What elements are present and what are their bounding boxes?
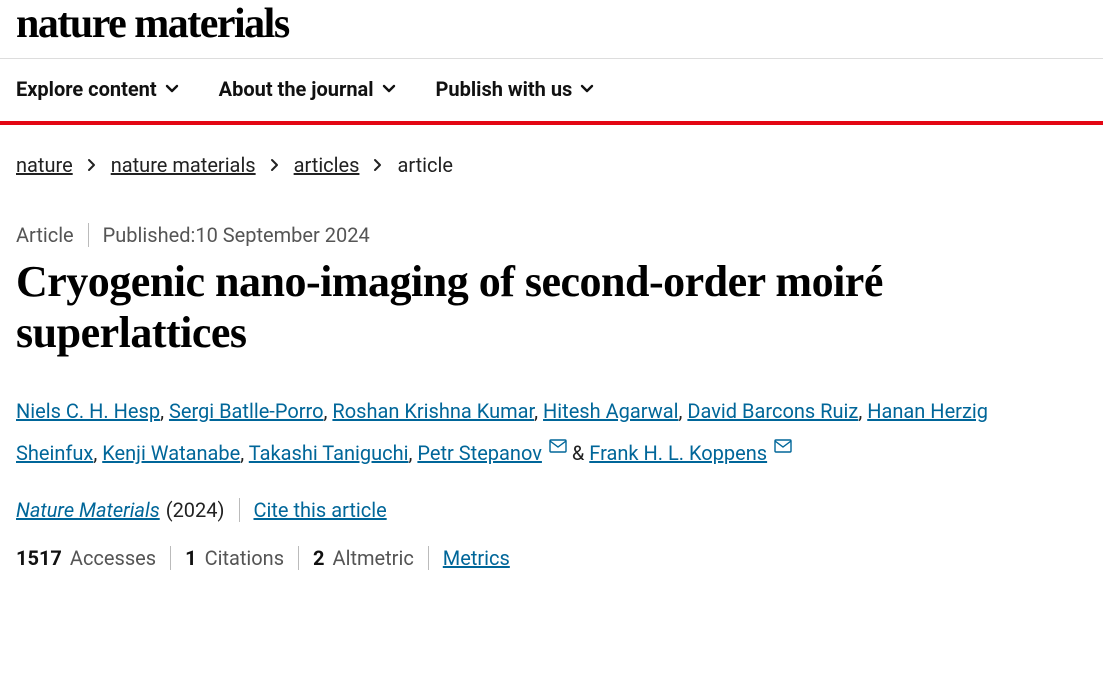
chevron-right-icon bbox=[87, 158, 97, 172]
divider bbox=[428, 546, 429, 570]
nav-item-label: Publish with us bbox=[436, 77, 573, 101]
nav-publish-with-us[interactable]: Publish with us bbox=[436, 77, 595, 101]
author-list: Niels C. H. Hesp, Sergi Batlle-Porro, Ro… bbox=[0, 368, 1080, 474]
metrics-link[interactable]: Metrics bbox=[443, 546, 510, 570]
chevron-right-icon bbox=[373, 158, 383, 172]
chevron-right-icon bbox=[270, 158, 280, 172]
accesses-label: Accesses bbox=[70, 546, 156, 570]
published-label: Published: bbox=[103, 223, 196, 247]
altmetric-label: Altmetric bbox=[333, 546, 414, 570]
mail-icon[interactable] bbox=[549, 439, 567, 453]
citations-label: Citations bbox=[205, 546, 284, 570]
author-link[interactable]: Hitesh Agarwal bbox=[543, 399, 678, 423]
journal-year: (2024) bbox=[166, 498, 225, 522]
divider bbox=[170, 546, 171, 570]
article-type: Article bbox=[16, 223, 74, 247]
author-link[interactable]: Petr Stepanov bbox=[417, 441, 542, 465]
breadcrumb-current: article bbox=[397, 153, 453, 177]
accesses-count: 1517 bbox=[16, 546, 62, 570]
breadcrumb-link-articles[interactable]: articles bbox=[294, 153, 360, 177]
primary-nav: Explore content About the journal Publis… bbox=[0, 59, 1103, 125]
author-link[interactable]: Frank H. L. Koppens bbox=[589, 441, 767, 465]
chevron-down-icon bbox=[580, 82, 594, 96]
breadcrumb-link-nature-materials[interactable]: nature materials bbox=[111, 153, 256, 177]
breadcrumb-link-nature[interactable]: nature bbox=[16, 153, 73, 177]
altmetric-count: 2 bbox=[313, 546, 324, 570]
divider bbox=[88, 223, 89, 247]
metrics-row: 1517 Accesses 1 Citations 2 Altmetric Me… bbox=[0, 522, 1103, 590]
breadcrumb: nature nature materials articles article bbox=[0, 125, 1103, 183]
author-link[interactable]: Takashi Taniguchi bbox=[249, 441, 409, 465]
author-link[interactable]: Kenji Watanabe bbox=[102, 441, 240, 465]
journal-line: Nature Materials (2024) Cite this articl… bbox=[0, 474, 1103, 522]
chevron-down-icon bbox=[382, 82, 396, 96]
author-link[interactable]: Niels C. H. Hesp bbox=[16, 399, 160, 423]
chevron-down-icon bbox=[165, 82, 179, 96]
brand-logo[interactable]: nature materials bbox=[0, 0, 1103, 58]
divider bbox=[239, 498, 240, 522]
cite-article-link[interactable]: Cite this article bbox=[254, 498, 387, 522]
article-meta: Article Published: 10 September 2024 bbox=[0, 183, 1103, 247]
article-title: Cryogenic nano-imaging of second-order m… bbox=[0, 247, 1060, 368]
author-link[interactable]: Sergi Batlle-Porro bbox=[169, 399, 324, 423]
divider bbox=[298, 546, 299, 570]
mail-icon[interactable] bbox=[774, 439, 792, 453]
nav-item-label: Explore content bbox=[16, 77, 157, 101]
citations-count: 1 bbox=[185, 546, 196, 570]
nav-about-journal[interactable]: About the journal bbox=[219, 77, 396, 101]
journal-link[interactable]: Nature Materials bbox=[16, 498, 160, 522]
nav-item-label: About the journal bbox=[219, 77, 374, 101]
nav-explore-content[interactable]: Explore content bbox=[16, 77, 179, 101]
author-link[interactable]: David Barcons Ruiz bbox=[687, 399, 858, 423]
published-date: 10 September 2024 bbox=[195, 223, 369, 247]
author-link[interactable]: Roshan Krishna Kumar bbox=[332, 399, 534, 423]
